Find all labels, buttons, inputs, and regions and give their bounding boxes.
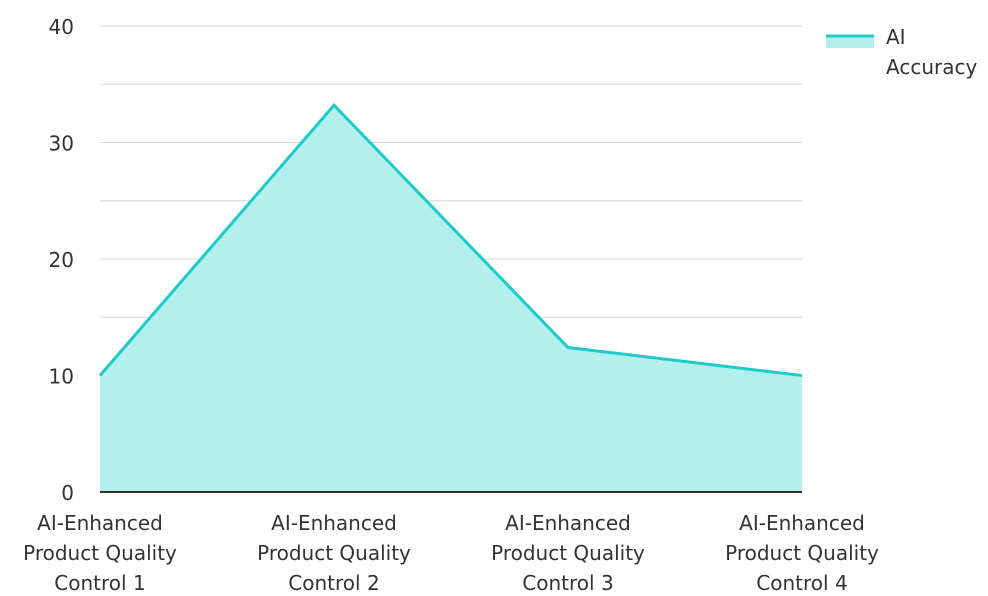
x-tick-label-1: AI-Enhanced Product Quality Control 1	[23, 511, 177, 595]
y-tick-label-30: 30	[49, 132, 74, 156]
series-area	[98, 102, 803, 492]
y-tick-label-0: 0	[61, 481, 74, 505]
x-tick-label-2: AI-Enhanced Product Quality Control 2	[257, 511, 411, 595]
y-tick-label-10: 10	[49, 365, 74, 389]
series-area-fill-0	[100, 105, 802, 492]
y-axis-tick-labels: 0 10 20 30 40	[49, 15, 74, 505]
x-axis-tick-labels: AI-Enhanced Product Quality Control 1 AI-En…	[23, 511, 879, 595]
y-tick-label-20: 20	[49, 248, 74, 272]
y-tick-label-40: 40	[49, 15, 74, 39]
legend: AI Accuracy	[826, 25, 977, 79]
x-tick-label-3: AI-Enhanced Product Quality Control 3	[491, 511, 645, 595]
x-tick-label-4: AI-Enhanced Product Quality Control 4	[725, 511, 879, 595]
legend-label-0: AI Accuracy	[886, 25, 977, 79]
legend-swatch-fill	[826, 35, 874, 48]
series-line-0	[98, 102, 803, 377]
